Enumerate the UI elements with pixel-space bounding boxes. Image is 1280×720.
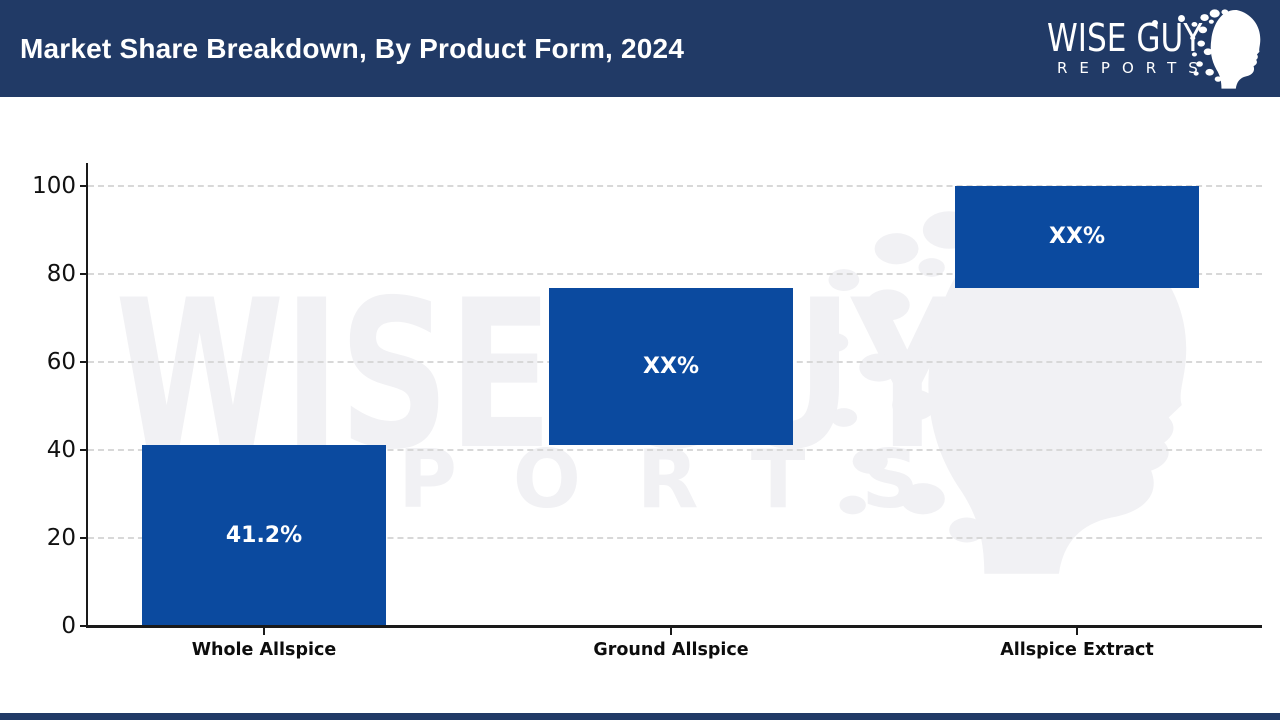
gridline-100 bbox=[88, 184, 1262, 187]
category-label-0: Whole Allspice bbox=[191, 640, 337, 660]
gridline-20 bbox=[88, 536, 1262, 539]
x-tick-mark-2 bbox=[1076, 627, 1078, 635]
brand-dot-u bbox=[1152, 20, 1158, 26]
y-tick-label-40: 40 bbox=[46, 436, 76, 463]
bar-value-label: XX% bbox=[643, 353, 699, 379]
header: Market Share Breakdown, By Product Form,… bbox=[0, 0, 1280, 97]
y-tick-mark-100 bbox=[80, 184, 88, 187]
brand-dot-y bbox=[1178, 15, 1185, 22]
y-tick-label-80: 80 bbox=[46, 260, 76, 287]
y-tick-label-100: 100 bbox=[32, 172, 76, 199]
y-tick-mark-0 bbox=[80, 625, 88, 627]
y-axis-line bbox=[86, 163, 88, 627]
watermark-face-icon bbox=[821, 211, 1187, 574]
y-tick-mark-20 bbox=[80, 536, 88, 539]
brand-tagline: REPORTS bbox=[1057, 59, 1210, 77]
bar-value-label: 41.2% bbox=[225, 522, 303, 548]
y-tick-label-60: 60 bbox=[46, 348, 76, 375]
chart-title: Market Share Breakdown, By Product Form,… bbox=[20, 32, 685, 64]
footer-bar bbox=[0, 713, 1280, 720]
gridline-80 bbox=[88, 272, 1262, 275]
x-tick-mark-1 bbox=[670, 627, 672, 635]
category-label-1: Ground Allspice bbox=[593, 640, 749, 660]
brand-face-icon bbox=[1190, 9, 1261, 89]
bar-value-label: XX% bbox=[1049, 224, 1105, 250]
y-tick-mark-40 bbox=[80, 448, 88, 451]
y-tick-mark-80 bbox=[80, 272, 88, 275]
x-axis-line bbox=[86, 625, 1262, 628]
x-tick-mark-0 bbox=[263, 627, 265, 635]
bar-ground-allspice: XX% bbox=[549, 287, 793, 445]
brand-name: WISE GUY bbox=[1047, 16, 1203, 60]
y-tick-mark-60 bbox=[80, 360, 88, 363]
watermark-brand-text: WISE GUY bbox=[115, 257, 963, 495]
category-label-2: Allspice Extract bbox=[1000, 640, 1154, 660]
gridline-40 bbox=[88, 448, 1262, 451]
bar-whole-allspice: 41.2% bbox=[142, 444, 386, 626]
bar-allspice-extract: XX% bbox=[955, 185, 1199, 288]
y-tick-label-20: 20 bbox=[46, 524, 76, 551]
y-tick-label-0: 0 bbox=[61, 613, 76, 639]
